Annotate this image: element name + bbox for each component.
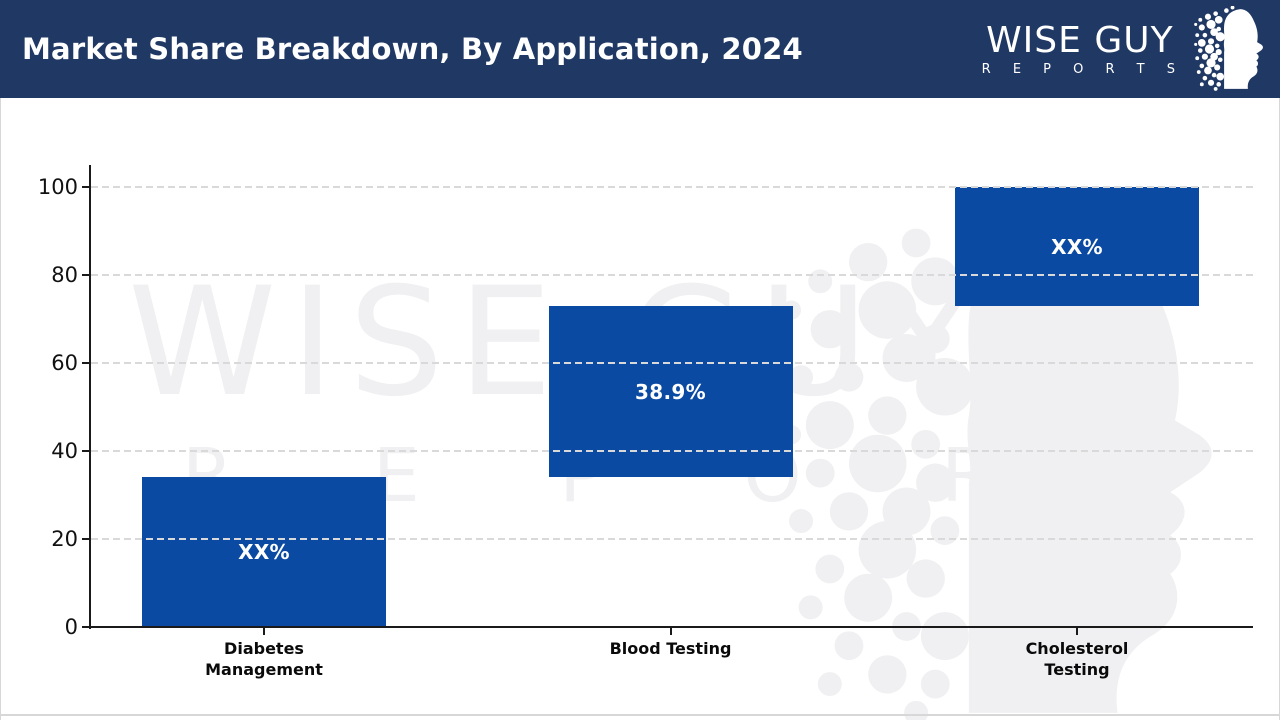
y-tickmark-0 [82, 625, 89, 628]
category-label-line: Testing [1044, 660, 1110, 679]
brand-face-icon [1194, 6, 1263, 91]
category-label-line: Diabetes [224, 639, 304, 658]
category-label-2: Blood Testing [531, 638, 811, 659]
gridline-100 [91, 186, 1253, 188]
bar-segment-3 [955, 187, 1199, 307]
y-tickmark-80 [82, 273, 89, 276]
bar-segment-2 [548, 306, 793, 478]
chart-area: WISE GUY R E P O R T S 020406080100XX%38… [0, 98, 1280, 720]
gridline-20 [91, 537, 1253, 540]
y-tickmark-40 [82, 449, 89, 452]
y-tick-label-100: 100 [37, 175, 78, 199]
brand-subtext: R E P O R T S [981, 61, 1184, 77]
bar-value-label-3: XX% [1051, 234, 1103, 259]
y-tickmark-60 [82, 361, 89, 364]
header-bar: Market Share Breakdown, By Application, … [0, 0, 1280, 98]
bottom-border [0, 714, 1280, 716]
gridline-40 [91, 449, 1253, 452]
x-tickmark-2 [669, 627, 672, 635]
category-label-line: Blood Testing [609, 639, 732, 658]
category-label-line: Management [205, 660, 323, 679]
y-axis-line [89, 165, 91, 629]
y-tick-label-60: 60 [51, 350, 78, 375]
bar-segment-1 [142, 477, 386, 627]
category-label-1: Diabetes Management [124, 638, 404, 680]
category-label-line: Cholesterol [1025, 639, 1129, 658]
left-border [0, 98, 1, 720]
brand-wordmark: WISE GUY [986, 19, 1174, 61]
plot-region: 0 20 40 60 80 100 XX% 38.9% XX% Diabetes Managemen… [0, 98, 1280, 720]
x-axis-line [89, 625, 1253, 628]
x-tickmark-1 [263, 627, 265, 635]
y-tick-label-80: 80 [51, 262, 78, 287]
category-label-3: Cholesterol Testing [937, 638, 1217, 680]
page-title: Market Share Breakdown, By Application, … [22, 32, 803, 66]
brand-logo-text: WISE GUY R E P O R T S [976, 19, 1184, 77]
bar-value-label-2: 38.9% [635, 379, 706, 404]
x-tickmark-3 [1076, 627, 1078, 635]
bar-value-label-1: XX% [238, 539, 290, 564]
brand-logo: WISE GUY R E P O R T S [976, 6, 1280, 92]
y-tick-label-0: 0 [64, 614, 78, 639]
y-tickmark-100 [82, 186, 89, 188]
y-tick-label-20: 20 [51, 526, 78, 551]
y-tick-label-40: 40 [51, 438, 78, 463]
gridline-80 [91, 273, 1253, 276]
gridline-60 [91, 361, 1253, 364]
y-tickmark-20 [82, 537, 89, 540]
